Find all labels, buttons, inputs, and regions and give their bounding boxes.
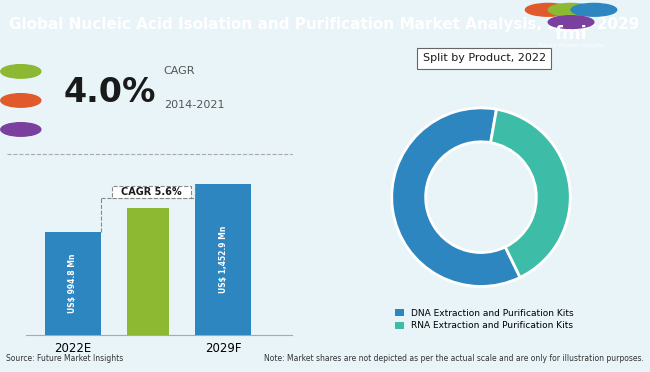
FancyBboxPatch shape xyxy=(112,186,191,198)
Circle shape xyxy=(1,123,41,136)
Text: 2014-2021: 2014-2021 xyxy=(164,100,224,110)
Bar xyxy=(195,184,251,335)
Text: Source: Future Market Insights: Source: Future Market Insights xyxy=(6,353,124,363)
Circle shape xyxy=(548,16,594,29)
Text: US$ 1,452.9 Mn: US$ 1,452.9 Mn xyxy=(218,226,227,293)
Wedge shape xyxy=(392,108,520,286)
Text: US$ 994.8 Mn: US$ 994.8 Mn xyxy=(68,253,77,313)
Text: fmi: fmi xyxy=(554,25,588,44)
Legend: DNA Extraction and Purification Kits, RNA Extraction and Purification Kits: DNA Extraction and Purification Kits, RN… xyxy=(391,305,577,334)
Circle shape xyxy=(525,3,571,16)
Circle shape xyxy=(1,65,41,78)
Circle shape xyxy=(1,94,41,107)
Text: Note: Market shares are not depicted as per the actual scale and are only for il: Note: Market shares are not depicted as … xyxy=(264,353,644,363)
Text: Global Nucleic Acid Isolation and Purification Market Analysis, 2022-2029: Global Nucleic Acid Isolation and Purifi… xyxy=(10,17,640,32)
Wedge shape xyxy=(491,109,570,278)
Circle shape xyxy=(571,3,617,16)
Bar xyxy=(127,208,169,335)
Text: 4.0%: 4.0% xyxy=(64,76,156,109)
Text: Future Market Insights: Future Market Insights xyxy=(538,43,604,48)
Text: CAGR: CAGR xyxy=(164,67,195,76)
Circle shape xyxy=(548,3,594,16)
Bar xyxy=(45,232,101,335)
Text: CAGR 5.6%: CAGR 5.6% xyxy=(122,187,182,197)
Text: Split by Product, 2022: Split by Product, 2022 xyxy=(422,54,546,64)
